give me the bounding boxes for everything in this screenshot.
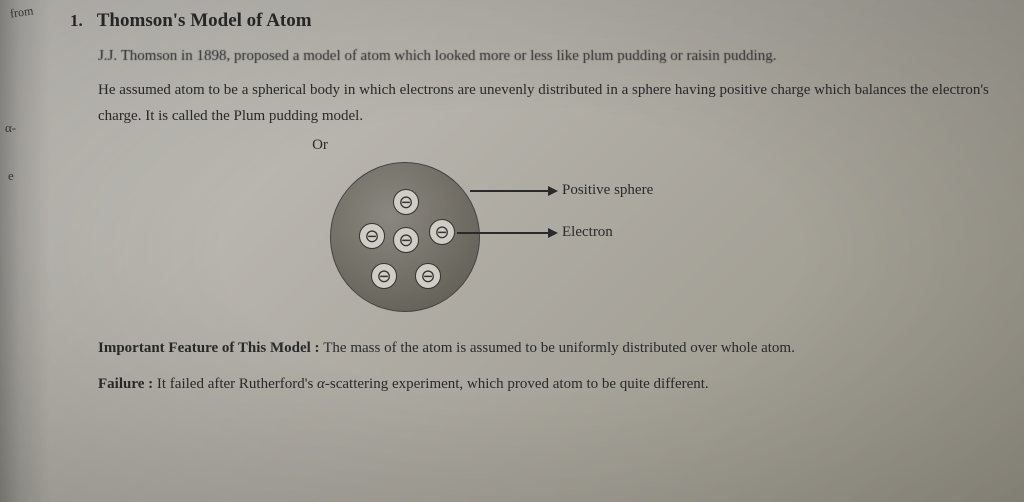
positive-sphere: ⊖ ⊖ ⊖ ⊖ ⊖ ⊖ [330, 162, 480, 312]
electron-4: ⊖ [429, 219, 455, 245]
edge-fragment-alpha: α- [5, 120, 16, 136]
feature-label: Important Feature of This Model : [98, 340, 323, 356]
failure-label: Failure : [98, 376, 157, 392]
edge-fragment-e: e [8, 168, 14, 184]
electron-3: ⊖ [393, 227, 419, 253]
failure-note: Failure : It failed after Rutherford's α… [98, 372, 1004, 396]
plum-pudding-diagram: ⊖ ⊖ ⊖ ⊖ ⊖ ⊖ Positive sphere Electron [330, 162, 830, 322]
important-feature: Important Feature of This Model : The ma… [98, 336, 1004, 360]
failure-text-post: -scattering experiment, which proved ato… [325, 376, 709, 392]
edge-fragment-from: from [9, 3, 34, 21]
item-number: 1. [70, 11, 83, 31]
alpha-symbol: α [317, 376, 325, 392]
page-content: 1. Thomson's Model of Atom J.J. Thomson … [70, 10, 1004, 396]
electron-label: Electron [562, 224, 613, 241]
or-label: Or [270, 137, 370, 154]
heading-row: 1. Thomson's Model of Atom [70, 10, 1004, 32]
failure-text-pre: It failed after Rutherford's [157, 376, 317, 392]
electron-2: ⊖ [359, 223, 385, 249]
arrow-to-sphere-label [470, 190, 550, 192]
intro-sentence: J.J. Thomson in 1898, proposed a model o… [98, 44, 1004, 68]
electron-1: ⊖ [393, 189, 419, 215]
arrow-to-electron-label [457, 232, 550, 234]
page-left-edge: from α- e [0, 0, 50, 502]
feature-text: The mass of the atom is assumed to be un… [323, 340, 795, 356]
arrow-head-electron [548, 228, 558, 238]
section-heading: Thomson's Model of Atom [97, 10, 312, 32]
sphere-label: Positive sphere [562, 182, 653, 199]
arrow-head-sphere [548, 186, 558, 196]
model-description: He assumed atom to be a spherical body i… [98, 78, 994, 129]
electron-6: ⊖ [415, 263, 441, 289]
electron-5: ⊖ [371, 263, 397, 289]
